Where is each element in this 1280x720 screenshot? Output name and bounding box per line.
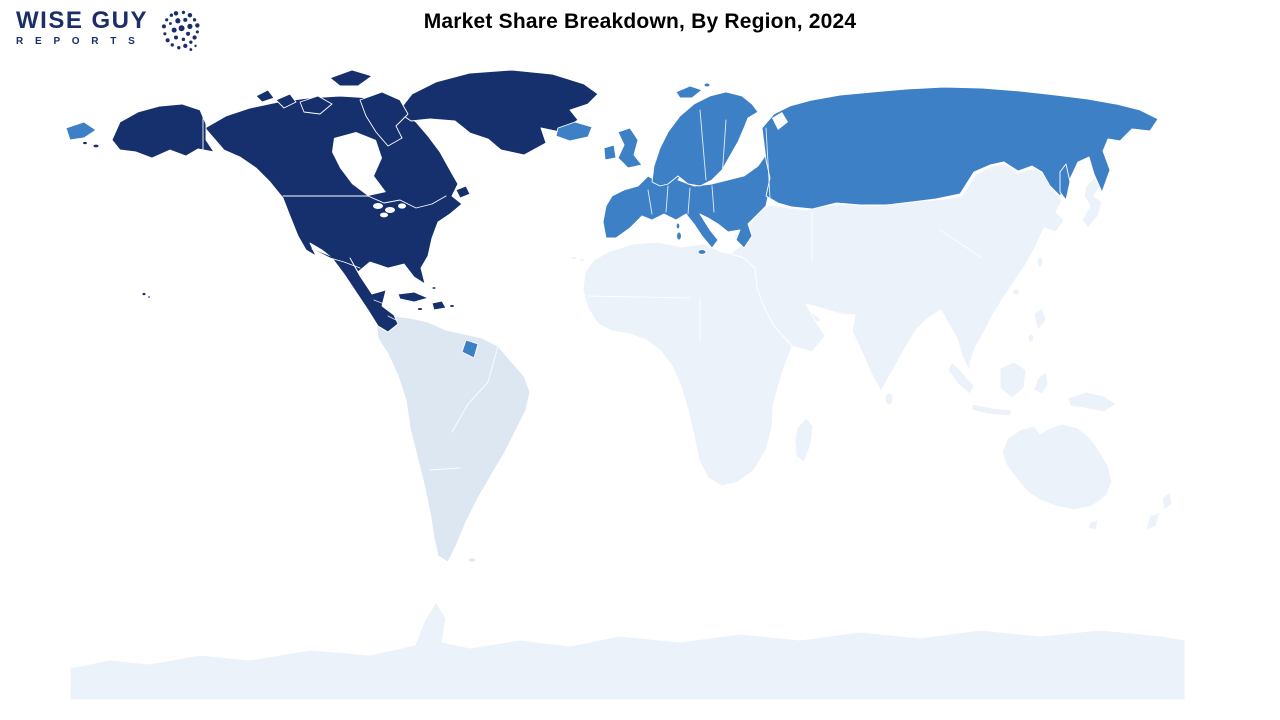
logo-text-block: WISE GUY R E P O R T S (16, 7, 149, 48)
falkland-islands (468, 557, 476, 563)
logo-head-icon (161, 10, 200, 51)
logo-wordmark: WISE GUY (16, 7, 149, 34)
iceland-shape (555, 121, 593, 142)
region-french-guiana (461, 339, 479, 359)
borneo (999, 361, 1027, 399)
baffin-island (359, 91, 409, 147)
hawaii (141, 291, 147, 297)
chukotka-wrap (65, 121, 97, 141)
south-america-shape (375, 315, 531, 563)
alaska-shape (111, 103, 215, 159)
sri-lanka (884, 392, 894, 406)
corsica (675, 222, 681, 230)
pale-country-borders (429, 211, 983, 471)
new-zealand-north (1161, 491, 1173, 511)
puerto-rico (449, 304, 455, 308)
sicily (697, 249, 707, 255)
hawaii-2 (147, 295, 151, 299)
white-sea-overlay (772, 112, 788, 130)
java (971, 403, 1013, 417)
north-america-borders (202, 111, 447, 321)
philippines-2 (1027, 333, 1035, 343)
region-north-america (82, 69, 599, 333)
region-russia (65, 86, 1159, 210)
svalbard-2 (703, 82, 711, 88)
region-south-america (375, 315, 531, 563)
cuba (397, 291, 429, 303)
newfoundland (455, 185, 471, 199)
aleutian-islands-2 (82, 140, 88, 146)
tasmania (1087, 519, 1099, 531)
bahamas (431, 286, 437, 290)
great-britain (617, 127, 643, 169)
sardinia (676, 231, 682, 241)
ellesmere-island (329, 69, 373, 87)
sakhalin (1059, 163, 1071, 201)
hainan (1012, 288, 1020, 296)
russia-europe-border (765, 127, 771, 199)
svalbard (675, 85, 703, 99)
russia-shape (761, 86, 1159, 210)
victoria-island (299, 95, 333, 115)
taiwan (1036, 256, 1044, 268)
region-europe (555, 82, 773, 255)
jamaica (416, 307, 424, 311)
arctic-island-small (255, 89, 275, 103)
wise-guy-reports-logo: WISE GUY R E P O R T S (16, 7, 202, 57)
philippines (1033, 307, 1047, 331)
aleutian-islands (92, 143, 100, 149)
hispaniola (431, 300, 447, 311)
new-guinea (1067, 391, 1117, 413)
asia-shape (730, 163, 1065, 392)
hudson-bay-overlay (332, 132, 406, 218)
antarctica-shape (69, 601, 1186, 701)
canary-islands-2 (579, 258, 585, 262)
chart-title: Market Share Breakdown, By Region, 2024 (423, 10, 857, 33)
canary-islands (570, 255, 578, 261)
australia-shape (1001, 423, 1113, 511)
logo-subtext: R E P O R T S (16, 36, 140, 48)
region-rest-of-world (69, 163, 1186, 701)
new-zealand-south (1145, 511, 1161, 531)
banks-island (275, 93, 297, 109)
sulawesi (1033, 371, 1049, 395)
ireland (603, 144, 617, 161)
sumatra (947, 361, 975, 395)
french-guiana-shape (461, 339, 479, 359)
madagascar-shape (794, 417, 814, 463)
scandinavia-shape (651, 91, 759, 187)
europe-borders (647, 109, 727, 215)
